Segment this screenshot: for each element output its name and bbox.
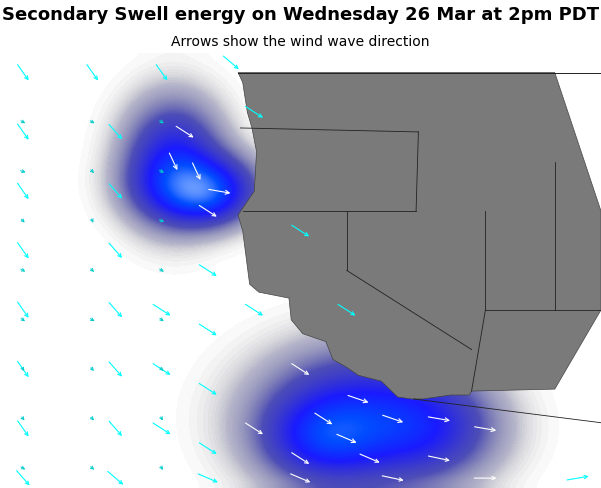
Polygon shape <box>238 73 601 399</box>
Text: Secondary Swell energy on Wednesday 26 Mar at 2pm PDT: Secondary Swell energy on Wednesday 26 M… <box>2 6 599 24</box>
Text: Arrows show the wind wave direction: Arrows show the wind wave direction <box>171 35 430 49</box>
